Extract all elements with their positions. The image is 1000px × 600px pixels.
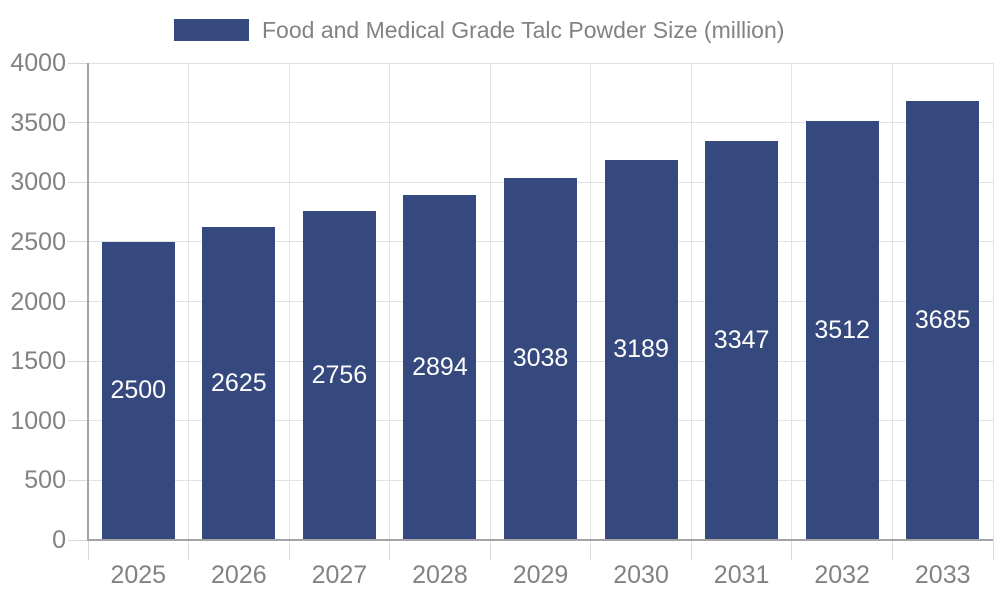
bar: 2894 xyxy=(403,194,477,540)
bar: 3347 xyxy=(705,140,779,540)
y-gridline xyxy=(88,122,993,124)
bar-value-label: 2625 xyxy=(211,368,267,397)
bar-value-label: 2500 xyxy=(110,376,167,405)
x-tick xyxy=(791,540,793,560)
x-gridline xyxy=(489,63,491,540)
x-tick-label: 2033 xyxy=(914,561,971,589)
bar: 2500 xyxy=(101,241,175,540)
y-tick-label: 3000 xyxy=(10,168,66,197)
x-tick-label: 2029 xyxy=(512,561,569,589)
bar: 3189 xyxy=(604,159,678,540)
x-tick xyxy=(188,540,190,560)
bar-value-label: 3189 xyxy=(613,335,669,364)
bar-value-label: 2756 xyxy=(311,361,368,390)
chart-legend[interactable]: Food and Medical Grade Talc Powder Size … xyxy=(174,17,784,43)
x-tick xyxy=(891,540,893,560)
y-gridline xyxy=(88,62,993,64)
x-axis-line xyxy=(88,539,993,541)
y-tick xyxy=(68,241,88,243)
x-tick xyxy=(590,540,592,560)
y-tick-label: 0 xyxy=(52,526,66,554)
x-tick-label: 2026 xyxy=(211,561,267,589)
y-tick-label: 4000 xyxy=(10,49,66,77)
y-tick-label: 2000 xyxy=(10,287,66,316)
x-tick xyxy=(992,540,994,560)
x-tick-label: 2028 xyxy=(412,561,468,589)
x-tick xyxy=(690,540,692,560)
x-gridline xyxy=(891,63,893,540)
y-tick xyxy=(68,181,88,183)
x-gridline xyxy=(288,63,290,540)
legend-swatch xyxy=(174,19,249,41)
y-tick-label: 1500 xyxy=(10,347,66,376)
bar: 3685 xyxy=(906,100,980,540)
bar-value-label: 3685 xyxy=(914,305,971,334)
x-tick-label: 2030 xyxy=(613,561,669,589)
y-tick xyxy=(68,62,88,64)
y-tick xyxy=(68,122,88,124)
bar-value-label: 3512 xyxy=(814,316,870,345)
x-gridline xyxy=(992,63,994,540)
bar: 3512 xyxy=(805,121,879,540)
x-tick xyxy=(389,540,391,560)
y-tick xyxy=(68,539,88,541)
x-gridline xyxy=(188,63,190,540)
y-tick xyxy=(68,301,88,302)
x-tick-label: 2027 xyxy=(311,561,368,589)
x-tick-label: 2025 xyxy=(110,561,167,589)
x-gridline xyxy=(590,63,592,540)
bar: 2625 xyxy=(202,226,276,540)
y-tick-label: 500 xyxy=(24,466,66,495)
x-tick-label: 2032 xyxy=(814,561,870,589)
x-gridline xyxy=(791,63,793,540)
y-tick xyxy=(68,360,88,362)
bar: 2756 xyxy=(302,211,376,540)
bar-value-label: 3347 xyxy=(713,325,770,354)
y-tick xyxy=(68,420,88,422)
y-tick-label: 1000 xyxy=(10,406,66,435)
y-tick-label: 3500 xyxy=(10,108,66,137)
x-tick xyxy=(288,540,290,560)
bar-value-label: 2894 xyxy=(412,352,468,381)
x-gridline xyxy=(389,63,391,540)
y-tick-label: 2500 xyxy=(10,227,66,256)
x-tick xyxy=(489,540,491,560)
legend-label: Food and Medical Grade Talc Powder Size … xyxy=(262,16,785,43)
x-gridline xyxy=(690,63,692,540)
bar-value-label: 3038 xyxy=(512,344,569,373)
y-axis-line xyxy=(87,63,89,541)
bar: 3038 xyxy=(504,177,577,540)
x-tick-label: 2031 xyxy=(713,561,770,589)
y-tick xyxy=(68,479,88,481)
x-tick xyxy=(87,540,89,560)
